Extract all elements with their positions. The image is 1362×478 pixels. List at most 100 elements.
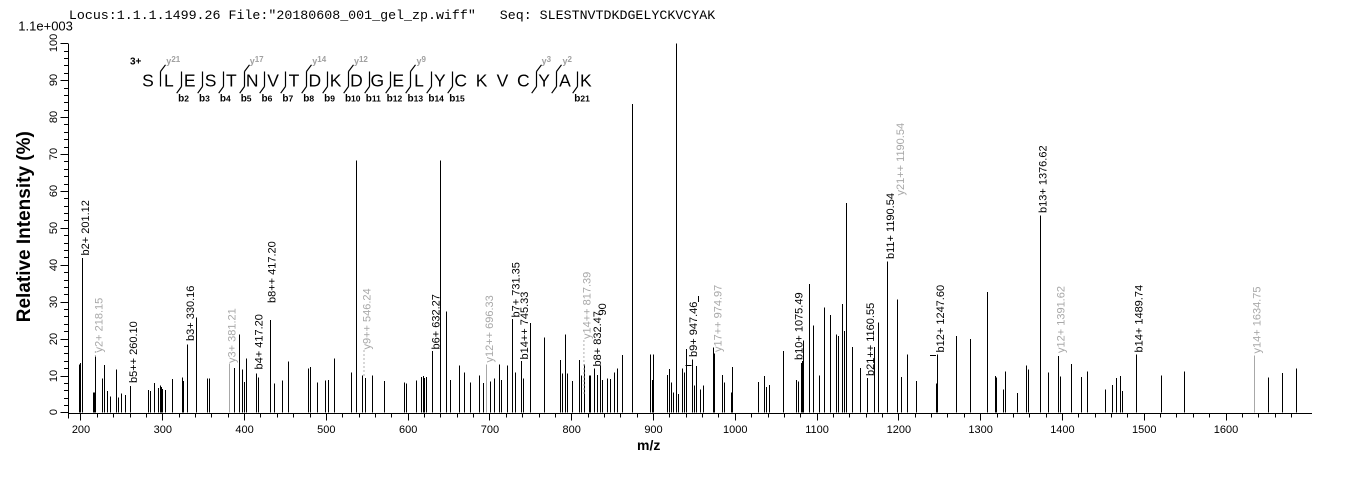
svg-text:b3+ 330.16: b3+ 330.16 — [185, 286, 197, 341]
svg-text:y12++ 696.33: y12++ 696.33 — [484, 295, 496, 362]
svg-text:b5: b5 — [241, 94, 252, 105]
svg-text:y21: y21 — [166, 55, 180, 66]
svg-text:b8+ 832.47: b8+ 832.47 — [592, 311, 604, 366]
svg-text:b12: b12 — [387, 94, 403, 105]
svg-text:100: 100 — [48, 34, 60, 52]
svg-text:b4: b4 — [220, 94, 231, 105]
svg-text:S: S — [142, 71, 154, 91]
svg-text:y21++ 1190.54: y21++ 1190.54 — [895, 123, 907, 196]
svg-text:200: 200 — [72, 424, 90, 436]
svg-text:b12+ 1247.60: b12+ 1247.60 — [935, 285, 947, 353]
svg-text:b11: b11 — [366, 94, 381, 105]
svg-text:20: 20 — [48, 333, 60, 345]
svg-text:3+: 3+ — [130, 57, 142, 68]
svg-text:L: L — [414, 71, 424, 91]
svg-text:b21++ 1160.55: b21++ 1160.55 — [865, 303, 877, 376]
svg-text:b8++ 417.20: b8++ 417.20 — [266, 241, 278, 303]
svg-text:300: 300 — [154, 424, 172, 436]
svg-text:Y: Y — [538, 71, 550, 91]
svg-text:400: 400 — [235, 424, 253, 436]
svg-text:b4+ 417.20: b4+ 417.20 — [254, 314, 266, 369]
svg-text:y2: y2 — [562, 55, 572, 66]
svg-text:T: T — [226, 71, 237, 91]
svg-text:b2+ 201.12: b2+ 201.12 — [80, 200, 92, 255]
svg-text:0: 0 — [48, 409, 60, 415]
svg-text:10: 10 — [48, 370, 60, 382]
svg-text:N: N — [246, 71, 259, 91]
svg-text:K: K — [476, 71, 488, 91]
svg-text:y14+ 1634.75: y14+ 1634.75 — [1252, 287, 1264, 354]
svg-text:b5++ 260.10: b5++ 260.10 — [128, 321, 140, 383]
svg-text:b9: b9 — [324, 94, 335, 105]
svg-text:Relative Intensity (%): Relative Intensity (%) — [14, 131, 35, 322]
svg-text:90: 90 — [48, 74, 60, 86]
svg-text:C: C — [454, 71, 467, 91]
svg-text:b8: b8 — [303, 94, 314, 105]
svg-text:1600: 1600 — [1214, 424, 1238, 436]
svg-text:b9+ 947.46: b9+ 947.46 — [688, 302, 700, 357]
svg-text:E: E — [392, 71, 404, 91]
svg-text:y14: y14 — [312, 55, 326, 66]
svg-text:60: 60 — [48, 185, 60, 197]
svg-text:D: D — [350, 71, 363, 91]
svg-text:y9: y9 — [417, 55, 427, 66]
svg-text:80: 80 — [48, 111, 60, 123]
svg-text:90: 90 — [597, 303, 609, 315]
svg-text:b7: b7 — [282, 94, 293, 105]
svg-text:y17++ 974.97: y17++ 974.97 — [712, 285, 724, 352]
svg-text:b6: b6 — [262, 94, 273, 105]
svg-text:b15: b15 — [449, 94, 465, 105]
svg-text:y12+ 1391.62: y12+ 1391.62 — [1056, 286, 1068, 353]
svg-text:1200: 1200 — [887, 424, 911, 436]
svg-text:V: V — [497, 71, 509, 91]
svg-text:b2: b2 — [178, 94, 189, 105]
svg-text:G: G — [371, 71, 385, 91]
svg-text:b13+ 1376.62: b13+ 1376.62 — [1038, 145, 1050, 213]
svg-text:b21: b21 — [574, 94, 590, 105]
svg-text:b10+ 1075.49: b10+ 1075.49 — [794, 292, 806, 360]
svg-text:Y: Y — [434, 71, 446, 91]
svg-text:y12: y12 — [354, 55, 368, 66]
svg-text:900: 900 — [644, 424, 662, 436]
svg-text:K: K — [330, 71, 342, 91]
svg-text:C: C — [517, 71, 530, 91]
svg-text:800: 800 — [563, 424, 581, 436]
svg-text:40: 40 — [48, 259, 60, 271]
svg-text:500: 500 — [317, 424, 335, 436]
svg-text:1000: 1000 — [723, 424, 747, 436]
svg-text:y9++ 546.24: y9++ 546.24 — [362, 288, 374, 349]
svg-text:Locus:1.1.1.1499.26 File:"2018: Locus:1.1.1.1499.26 File:"20180608_001_g… — [69, 8, 715, 23]
svg-text:b14+ 1489.74: b14+ 1489.74 — [1134, 285, 1146, 353]
svg-text:1500: 1500 — [1132, 424, 1156, 436]
svg-text:b11+ 1190.54: b11+ 1190.54 — [885, 193, 897, 259]
svg-text:E: E — [184, 71, 196, 91]
svg-text:L: L — [164, 71, 174, 91]
svg-text:1.1e+003: 1.1e+003 — [18, 19, 73, 34]
svg-text:70: 70 — [48, 148, 60, 160]
svg-text:S: S — [205, 71, 217, 91]
svg-text:600: 600 — [399, 424, 417, 436]
svg-text:b3: b3 — [199, 94, 210, 105]
svg-text:30: 30 — [48, 296, 60, 308]
svg-text:1100: 1100 — [805, 424, 829, 436]
svg-text:1400: 1400 — [1050, 424, 1074, 436]
svg-text:b10: b10 — [345, 94, 361, 105]
svg-text:y2+ 218.15: y2+ 218.15 — [93, 298, 105, 353]
svg-text:y17: y17 — [250, 55, 264, 66]
svg-text:T: T — [289, 71, 300, 91]
svg-text:y14++ 817.39: y14++ 817.39 — [581, 272, 593, 339]
svg-text:K: K — [580, 71, 592, 91]
svg-text:1300: 1300 — [968, 424, 992, 436]
svg-text:A: A — [559, 71, 571, 91]
svg-text:m/z: m/z — [637, 437, 660, 453]
svg-text:b14: b14 — [428, 94, 444, 105]
svg-text:b13: b13 — [408, 94, 424, 105]
svg-text:y3+ 381.21: y3+ 381.21 — [227, 308, 239, 363]
svg-text:700: 700 — [481, 424, 499, 436]
svg-text:b14++ 745.33: b14++ 745.33 — [519, 292, 531, 360]
svg-text:50: 50 — [48, 222, 60, 234]
svg-text:y3: y3 — [542, 55, 552, 66]
svg-text:D: D — [308, 71, 321, 91]
svg-text:b6+ 632.27: b6+ 632.27 — [430, 294, 442, 349]
svg-text:V: V — [267, 71, 279, 91]
